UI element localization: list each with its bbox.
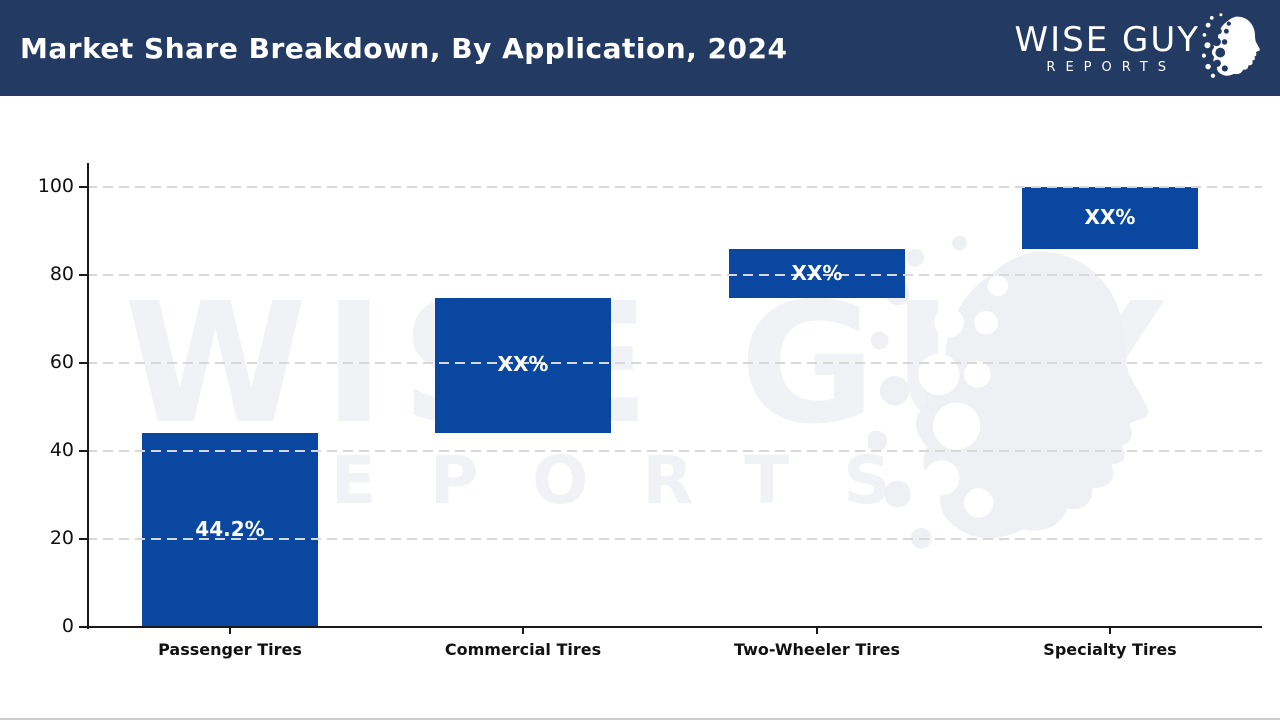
- x-axis-label-commercial-tires: Commercial Tires: [444, 640, 602, 659]
- x-axis-label-two-wheeler-tires: Two-Wheeler Tires: [733, 640, 901, 659]
- x-axis-label-specialty-tires: Specialty Tires: [1043, 640, 1177, 659]
- bar-passenger-tires: [142, 432, 318, 627]
- logo-subtitle: REPORTS: [1046, 59, 1177, 75]
- bar-commercial-tires: [435, 297, 611, 433]
- x-tick-two-wheeler-tires: [816, 627, 818, 634]
- bar-specialty-tires: [1022, 187, 1198, 250]
- bottom-border: [0, 718, 1280, 720]
- x-axis-label-passenger-tires: Passenger Tires: [158, 640, 302, 659]
- logo-wordmark: WISE GUY: [1014, 19, 1200, 60]
- y-gridline-100: [87, 186, 1262, 188]
- wise-guy-reports-logo: WISE GUY REPORTS: [1014, 11, 1272, 85]
- x-axis-line: [86, 626, 1262, 628]
- y-gridline-40: [87, 450, 1262, 452]
- y-gridline-20: [87, 538, 1262, 540]
- y-gridline-60: [87, 362, 1262, 364]
- y-tick-label-100: 100: [37, 175, 74, 197]
- y-tick-60: [79, 362, 87, 364]
- bar-value-label-commercial-tires: XX%: [497, 352, 549, 377]
- header-bar: Market Share Breakdown, By Application, …: [0, 0, 1280, 96]
- y-tick-0: [79, 626, 87, 628]
- y-tick-label-0: 0: [61, 615, 74, 637]
- page-title: Market Share Breakdown, By Application, …: [20, 31, 788, 65]
- y-tick-label-20: 20: [49, 527, 74, 549]
- bar-value-label-two-wheeler-tires: XX%: [791, 260, 843, 285]
- x-tick-passenger-tires: [229, 627, 231, 634]
- y-tick-label-80: 80: [49, 263, 74, 285]
- y-tick-label-60: 60: [49, 351, 74, 373]
- bar-two-wheeler-tires: [729, 249, 905, 298]
- y-tick-label-40: 40: [49, 439, 74, 461]
- x-tick-commercial-tires: [522, 627, 524, 634]
- y-tick-20: [79, 538, 87, 540]
- y-tick-100: [79, 186, 87, 188]
- bar-value-label-passenger-tires: 44.2%: [195, 516, 265, 541]
- head-profile-icon: [1202, 13, 1260, 78]
- y-axis-line: [87, 163, 89, 629]
- y-gridline-80: [87, 274, 1262, 276]
- logo-text: WISE GUY REPORTS: [1014, 23, 1200, 74]
- x-tick-specialty-tires: [1109, 627, 1111, 634]
- bar-value-label-specialty-tires: XX%: [1084, 205, 1136, 230]
- y-tick-40: [79, 450, 87, 452]
- y-tick-80: [79, 274, 87, 276]
